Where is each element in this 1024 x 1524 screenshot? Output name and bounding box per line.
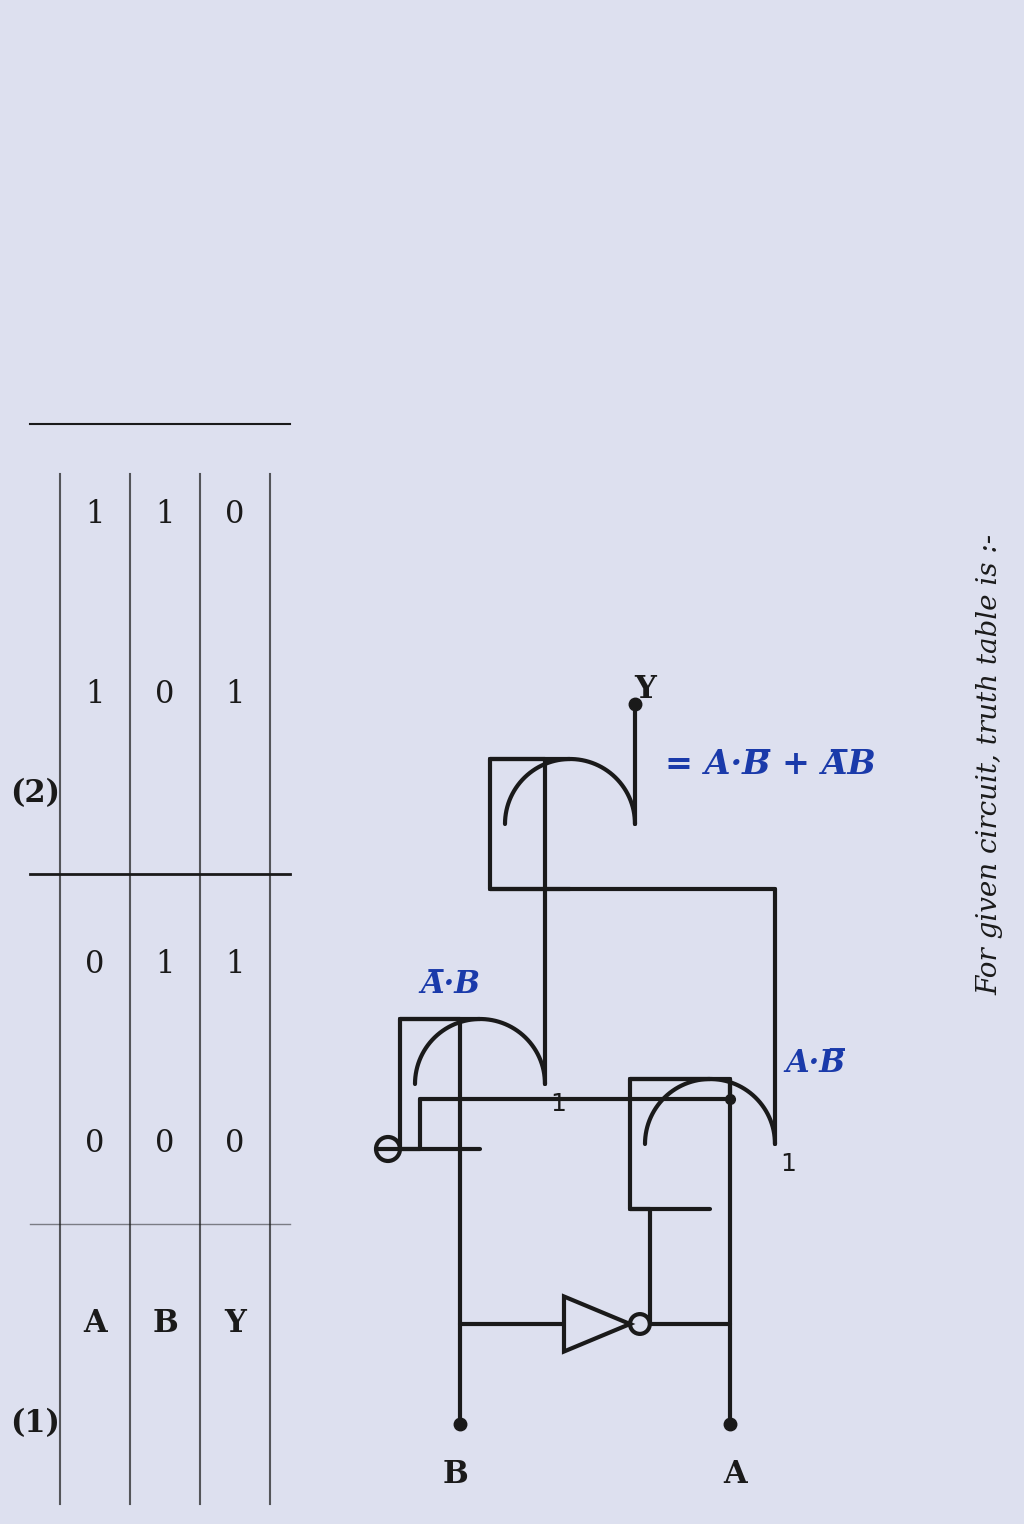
Text: 0: 0 <box>156 678 175 710</box>
Text: B: B <box>153 1309 178 1340</box>
Text: (2): (2) <box>10 779 60 809</box>
Text: Y: Y <box>634 674 656 706</box>
Text: 0: 0 <box>156 1128 175 1160</box>
Text: = A·B̅ + A̅B: = A·B̅ + A̅B <box>665 747 876 780</box>
Text: 0: 0 <box>85 948 104 980</box>
Text: 1: 1 <box>156 498 175 529</box>
Text: 1: 1 <box>225 678 245 710</box>
Text: A: A <box>723 1458 746 1490</box>
Text: 1: 1 <box>85 498 104 529</box>
Text: 1: 1 <box>85 678 104 710</box>
Text: (1): (1) <box>10 1408 59 1440</box>
Text: A: A <box>83 1309 106 1340</box>
Text: For given circuit, truth table is :-: For given circuit, truth table is :- <box>977 533 1004 995</box>
Text: 1: 1 <box>550 1093 566 1116</box>
Text: Y: Y <box>224 1309 246 1340</box>
Text: 1: 1 <box>780 1152 796 1177</box>
Text: 0: 0 <box>85 1128 104 1160</box>
Text: 0: 0 <box>225 498 245 529</box>
Text: A·B̅: A·B̅ <box>785 1049 845 1079</box>
Text: A̅·B: A̅·B <box>420 968 480 1000</box>
Text: B: B <box>442 1458 468 1490</box>
Text: 1: 1 <box>156 948 175 980</box>
Text: 1: 1 <box>225 948 245 980</box>
Text: 0: 0 <box>225 1128 245 1160</box>
